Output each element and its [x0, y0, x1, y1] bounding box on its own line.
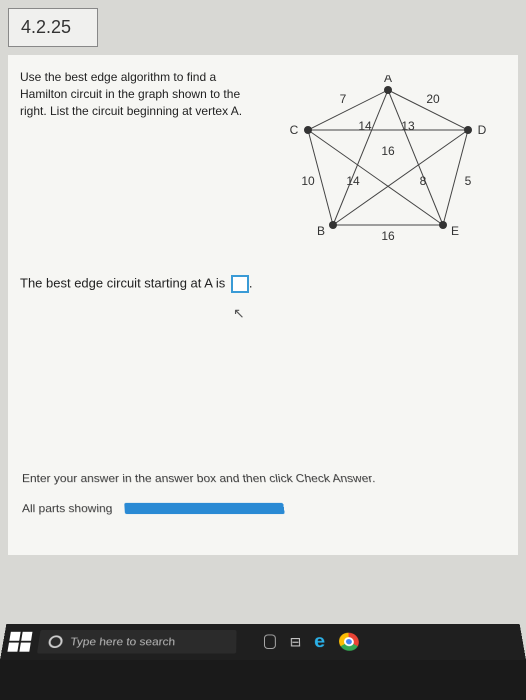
edge-icon[interactable]: e [314, 631, 326, 652]
taskbar-search[interactable]: Type here to search [37, 630, 237, 654]
svg-text:A: A [384, 75, 392, 85]
chrome-icon[interactable] [338, 633, 359, 651]
svg-text:14: 14 [346, 174, 360, 188]
mic-icon[interactable] [264, 634, 276, 648]
answer-line: The best edge circuit starting at A is . [20, 275, 252, 293]
svg-text:8: 8 [420, 174, 427, 188]
progress-fill [124, 503, 285, 514]
cortana-icon [48, 635, 64, 648]
svg-text:16: 16 [381, 144, 395, 158]
svg-text:10: 10 [301, 174, 315, 188]
svg-text:7: 7 [340, 92, 347, 106]
svg-text:20: 20 [426, 92, 440, 106]
graph-diagram: 7 20 14 13 16 10 5 14 8 16 A C D B E [273, 75, 503, 255]
taskbar-icons: ⊟ e [264, 631, 359, 652]
problem-number: 4.2.25 [8, 8, 98, 47]
taskbar: Type here to search ⊟ e [0, 624, 526, 660]
svg-text:14: 14 [358, 119, 372, 133]
svg-text:D: D [478, 123, 487, 137]
svg-text:C: C [290, 123, 299, 137]
parts-row: All parts showing [22, 502, 285, 515]
svg-text:16: 16 [381, 229, 395, 243]
cursor-icon: ↖ [233, 305, 245, 322]
svg-text:5: 5 [465, 174, 472, 188]
answer-input[interactable] [231, 275, 249, 293]
task-view-icon[interactable]: ⊟ [290, 634, 301, 649]
prompt-text: Use the best edge algorithm to find a Ha… [20, 69, 250, 119]
footer-instruction: Enter your answer in the answer box and … [22, 472, 376, 485]
svg-text:E: E [451, 224, 459, 238]
svg-text:B: B [317, 224, 325, 238]
answer-prefix: The best edge circuit starting at A is [20, 275, 225, 290]
search-placeholder: Type here to search [70, 635, 176, 648]
svg-text:13: 13 [401, 119, 415, 133]
parts-label: All parts showing [22, 502, 113, 515]
progress-bar [124, 503, 285, 514]
windows-start-icon[interactable] [7, 632, 32, 652]
homework-screen: 4.2.25 Use the best edge algorithm to fi… [0, 0, 526, 660]
problem-content: Use the best edge algorithm to find a Ha… [8, 55, 518, 555]
